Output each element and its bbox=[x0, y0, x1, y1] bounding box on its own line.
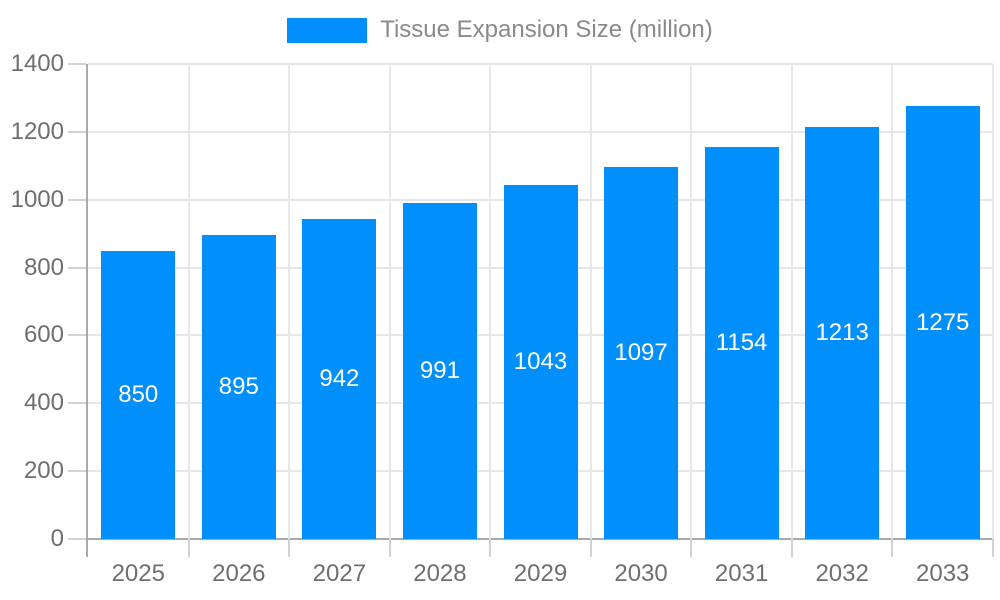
y-axis-tick bbox=[68, 266, 86, 269]
x-axis-tick bbox=[388, 539, 391, 557]
x-tick-label: 2033 bbox=[916, 560, 970, 587]
x-axis-tick bbox=[288, 539, 291, 557]
bar-2025: 850 bbox=[101, 250, 176, 539]
bar-2033: 1275 bbox=[905, 106, 980, 539]
x-axis-tick bbox=[589, 539, 592, 557]
bar-value-label: 942 bbox=[319, 365, 360, 393]
x-axis-tick bbox=[790, 539, 793, 557]
v-gridline bbox=[489, 64, 492, 539]
x-tick-label: 2028 bbox=[413, 560, 467, 587]
x-tick-label: 2029 bbox=[513, 560, 568, 587]
bar-2032: 1213 bbox=[805, 127, 880, 539]
bar-2031: 1154 bbox=[704, 147, 779, 539]
v-gridline bbox=[690, 64, 693, 539]
x-axis-tick bbox=[489, 539, 492, 557]
x-axis-tick bbox=[992, 539, 994, 557]
bar-value-label: 1043 bbox=[513, 348, 568, 376]
v-gridline bbox=[891, 64, 894, 539]
x-axis-line bbox=[88, 538, 993, 540]
h-gridline bbox=[88, 130, 993, 133]
v-gridline bbox=[790, 64, 793, 539]
y-tick-label: 800 bbox=[23, 253, 64, 281]
bar-2026: 895 bbox=[201, 235, 276, 539]
x-axis-tick bbox=[187, 539, 190, 557]
y-tick-label: 0 bbox=[50, 525, 64, 552]
v-gridline bbox=[589, 64, 592, 539]
bar-value-label: 1213 bbox=[815, 319, 869, 347]
y-axis-tick bbox=[68, 334, 86, 337]
bar-value-label: 850 bbox=[118, 380, 159, 408]
x-tick-label: 2032 bbox=[815, 560, 869, 587]
chart-legend: Tissue Expansion Size (million) bbox=[0, 14, 1000, 46]
y-axis-tick bbox=[68, 538, 86, 540]
h-gridline bbox=[88, 63, 993, 65]
y-axis-tick bbox=[68, 198, 86, 201]
bar-value-label: 991 bbox=[419, 356, 460, 384]
bar-value-label: 1154 bbox=[715, 329, 768, 357]
y-tick-label: 400 bbox=[23, 389, 64, 417]
bar-2030: 1097 bbox=[604, 166, 679, 539]
x-axis-tick bbox=[891, 539, 894, 557]
y-axis-line bbox=[86, 64, 88, 557]
y-tick-label: 200 bbox=[23, 457, 64, 485]
bar-2029: 1043 bbox=[503, 185, 578, 539]
y-axis-tick bbox=[68, 470, 86, 473]
legend-swatch bbox=[287, 17, 368, 43]
y-tick-label: 1000 bbox=[10, 185, 64, 213]
y-tick-label: 600 bbox=[23, 321, 64, 349]
x-tick-label: 2026 bbox=[212, 560, 266, 587]
x-tick-label: 2031 bbox=[714, 560, 769, 587]
v-gridline bbox=[388, 64, 391, 539]
bar-value-label: 1275 bbox=[916, 308, 970, 336]
y-tick-label: 1400 bbox=[10, 50, 64, 77]
y-axis-tick bbox=[68, 63, 86, 65]
bar-value-label: 1097 bbox=[614, 338, 668, 366]
x-tick-label: 2030 bbox=[614, 560, 668, 587]
v-gridline bbox=[187, 64, 190, 539]
x-axis-tick bbox=[690, 539, 693, 557]
bar-value-label: 895 bbox=[218, 373, 259, 401]
bar-2027: 942 bbox=[302, 219, 377, 539]
y-axis-tick bbox=[68, 130, 86, 133]
x-tick-label: 2025 bbox=[111, 560, 165, 587]
v-gridline bbox=[992, 64, 994, 539]
x-tick-label: 2027 bbox=[312, 560, 367, 587]
bar-2028: 991 bbox=[402, 202, 477, 539]
v-gridline bbox=[288, 64, 291, 539]
y-tick-label: 1200 bbox=[10, 117, 64, 145]
y-axis-tick bbox=[68, 402, 86, 405]
legend-label: Tissue Expansion Size (million) bbox=[380, 16, 713, 43]
